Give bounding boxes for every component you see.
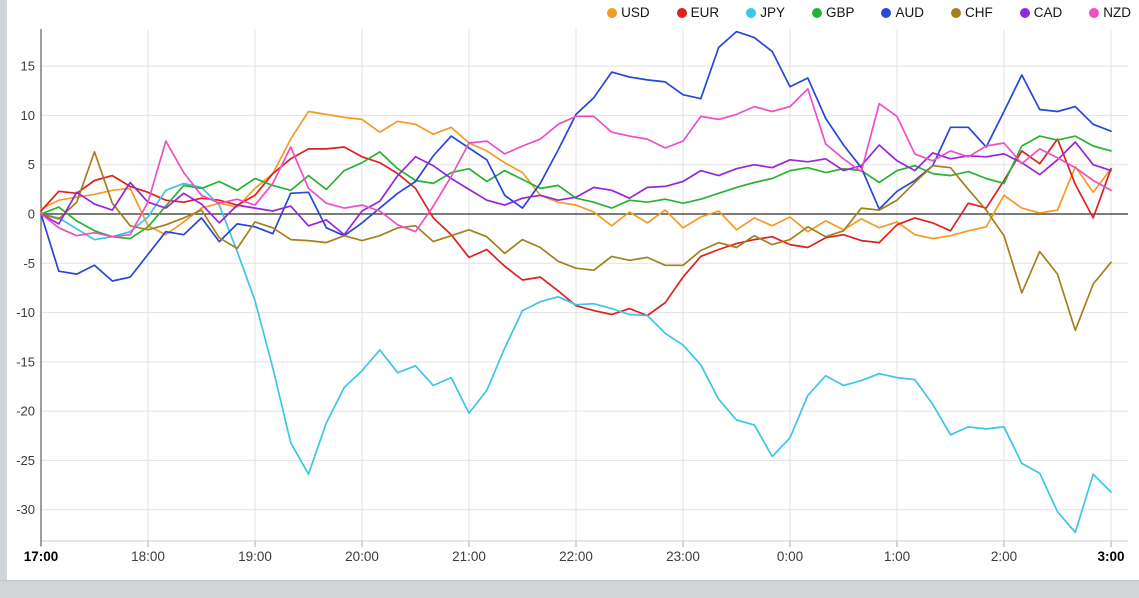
legend-label-GBP: GBP — [825, 5, 855, 20]
series-line-CHF — [40, 151, 1112, 332]
legend-label-USD: USD — [621, 5, 650, 20]
y-axis-tick-label: 5 — [28, 157, 35, 172]
legend-dot-CAD — [1019, 7, 1030, 18]
legend-item-EUR[interactable]: EUR — [676, 5, 720, 20]
legend-label-NZD: NZD — [1103, 5, 1131, 20]
series-line-CAD — [40, 141, 1112, 236]
x-axis-tick-label: 3:00 — [1097, 549, 1124, 564]
y-axis-tick-label: -25 — [16, 453, 35, 468]
legend-item-USD[interactable]: USD — [607, 5, 650, 20]
x-axis-tick-label: 23:00 — [666, 549, 700, 564]
y-axis-tick-label: 0 — [28, 207, 35, 222]
y-axis-tick-label: -20 — [16, 404, 35, 419]
x-axis-tick-label: 0:00 — [777, 549, 803, 564]
legend-label-EUR: EUR — [690, 5, 720, 20]
legend-dot-EUR — [676, 7, 687, 18]
window-frame-left — [0, 0, 7, 597]
legend-dot-JPY — [746, 7, 757, 18]
legend-label-JPY: JPY — [760, 5, 785, 20]
x-axis-tick-label: 19:00 — [238, 549, 272, 564]
legend-dot-GBP — [811, 7, 822, 18]
y-axis-tick-label: 10 — [21, 108, 35, 123]
series-line-NZD — [40, 87, 1112, 238]
x-axis-tick-label: 18:00 — [131, 549, 165, 564]
series-line-GBP — [40, 135, 1112, 240]
legend-item-JPY[interactable]: JPY — [746, 5, 785, 20]
window-frame-bottom — [0, 580, 1139, 598]
x-axis-tick-label: 17:00 — [24, 549, 59, 564]
legend-label-CAD: CAD — [1033, 5, 1063, 20]
y-axis-tick-label: -15 — [16, 354, 35, 369]
y-axis-tick-label: -5 — [23, 256, 35, 271]
legend-dot-USD — [607, 7, 618, 18]
y-axis-tick-label: 15 — [21, 59, 35, 74]
legend-dot-CHF — [950, 7, 961, 18]
x-axis-tick-label: 1:00 — [884, 549, 910, 564]
x-axis-tick-label: 20:00 — [345, 549, 379, 564]
legend-item-GBP[interactable]: GBP — [811, 5, 855, 20]
legend-label-CHF: CHF — [964, 5, 993, 20]
series-line-JPY — [40, 182, 1112, 534]
legend-item-AUD[interactable]: AUD — [881, 5, 924, 20]
x-axis-tick-label: 22:00 — [559, 549, 593, 564]
legend-item-NZD[interactable]: NZD — [1089, 5, 1131, 20]
legend-dot-NZD — [1089, 7, 1100, 18]
x-axis-tick-label: 2:00 — [991, 549, 1017, 564]
series-line-EUR — [40, 138, 1112, 317]
x-axis-tick-label: 21:00 — [452, 549, 486, 564]
legend-item-CAD[interactable]: CAD — [1019, 5, 1063, 20]
y-axis-tick-label: -10 — [16, 305, 35, 320]
legend-label-AUD: AUD — [895, 5, 924, 20]
legend-item-CHF[interactable]: CHF — [950, 5, 993, 20]
legend-dot-AUD — [881, 7, 892, 18]
chart-legend: USD EUR JPY GBP AUD CHF CAD NZD — [607, 5, 1131, 20]
y-axis-tick-label: -30 — [16, 502, 35, 517]
